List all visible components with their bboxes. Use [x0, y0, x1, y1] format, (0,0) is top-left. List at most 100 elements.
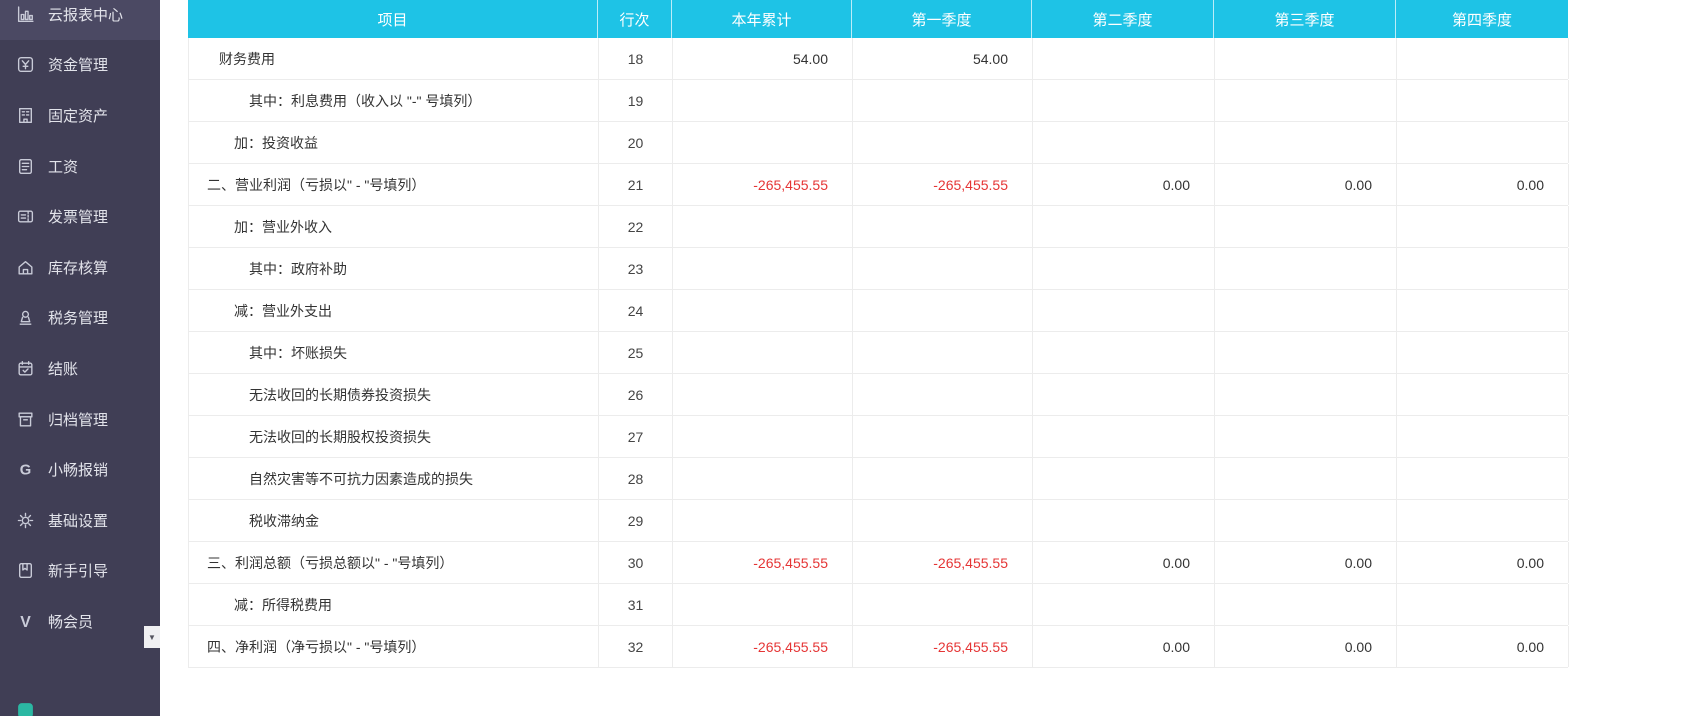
table-row[interactable]: 其中：坏账损失 25: [188, 332, 1569, 374]
value-cell: -265,455.55: [853, 164, 1033, 205]
table-row[interactable]: 三、利润总额（亏损总额以" - "号填列） 30 -265,455.55 -265,4…: [188, 542, 1569, 584]
table-header-row: 项目 行次 本年累计 第一季度 第二季度 第三季度 第四季度: [188, 0, 1568, 38]
sidebar-item-label: 云报表中心: [48, 6, 124, 24]
item-cell: 其中：政府补助: [189, 248, 599, 289]
report-chart-icon: [15, 4, 35, 24]
table-row[interactable]: 四、净利润（净亏损以" - "号填列） 32 -265,455.55 -265,455…: [188, 626, 1569, 668]
sidebar-item-label: 库存核算: [48, 259, 109, 277]
column-header: 行次: [598, 0, 672, 38]
value-cell: [1397, 332, 1569, 373]
table-row[interactable]: 加：营业外收入 22: [188, 206, 1569, 248]
value-cell: [1033, 458, 1215, 499]
sidebar-item-5[interactable]: 发票管理: [0, 191, 160, 242]
line-number-cell: 28: [599, 458, 673, 499]
value-cell: [1215, 80, 1397, 121]
value-cell: 0.00: [1397, 164, 1569, 205]
table-row[interactable]: 财务费用 18 54.00 54.00: [188, 38, 1569, 80]
salary-icon: [15, 156, 35, 176]
member-icon: V: [15, 611, 35, 631]
value-cell: [1215, 374, 1397, 415]
sidebar-item-label: 新手引导: [48, 563, 109, 581]
chevron-down-icon[interactable]: ▼: [144, 626, 160, 648]
value-cell: 0.00: [1033, 542, 1215, 583]
line-number-cell: 29: [599, 500, 673, 541]
value-cell: 0.00: [1397, 542, 1569, 583]
sidebar-item-12[interactable]: 新手引导: [0, 546, 160, 597]
value-cell: [1033, 122, 1215, 163]
value-cell: [1215, 458, 1397, 499]
value-cell: [853, 500, 1033, 541]
table-row[interactable]: 二、营业利润（亏损以" - "号填列） 21 -265,455.55 -265,455…: [188, 164, 1569, 206]
table-row[interactable]: 无法收回的长期债券投资损失 26: [188, 374, 1569, 416]
sidebar-item-13[interactable]: V 畅会员: [0, 596, 160, 647]
column-header: 第二季度: [1032, 0, 1214, 38]
svg-text:G: G: [19, 463, 31, 479]
table-row[interactable]: 减：所得税费用 31: [188, 584, 1569, 626]
line-number-cell: 32: [599, 626, 673, 667]
item-cell: 其中：利息费用（收入以 "-" 号填列）: [189, 80, 599, 121]
value-cell: [673, 332, 853, 373]
value-cell: [1033, 584, 1215, 625]
value-cell: [1215, 122, 1397, 163]
sidebar: 云报表中心资金管理 固定资产工资发票管理库存核算税务管理结账归档管理 G 小畅报销基础…: [0, 0, 160, 716]
sidebar-item-label: 基础设置: [48, 512, 109, 530]
value-cell: 0.00: [1033, 626, 1215, 667]
sidebar-item-10[interactable]: G 小畅报销: [0, 444, 160, 495]
table-row[interactable]: 自然灾害等不可抗力因素造成的损失 28: [188, 458, 1569, 500]
sidebar-item-4[interactable]: 工资: [0, 141, 160, 192]
line-number-cell: 31: [599, 584, 673, 625]
value-cell: 0.00: [1215, 164, 1397, 205]
sidebar-item-9[interactable]: 归档管理: [0, 394, 160, 445]
item-cell: 三、利润总额（亏损总额以" - "号填列）: [189, 542, 599, 583]
value-cell: [1397, 248, 1569, 289]
fixed-assets-icon: [15, 105, 35, 125]
line-number-cell: 27: [599, 416, 673, 457]
table-row[interactable]: 减：营业外支出 24: [188, 290, 1569, 332]
value-cell: [853, 584, 1033, 625]
value-cell: [1397, 374, 1569, 415]
value-cell: -265,455.55: [673, 164, 853, 205]
table-row[interactable]: 加：投资收益 20: [188, 122, 1569, 164]
value-cell: [1215, 416, 1397, 457]
sidebar-item-6[interactable]: 库存核算: [0, 242, 160, 293]
sidebar-item-3[interactable]: 固定资产: [0, 90, 160, 141]
value-cell: [673, 290, 853, 331]
settings-gear-icon: [15, 510, 35, 530]
sidebar-item-11[interactable]: 基础设置: [0, 495, 160, 546]
sidebar-item-7[interactable]: 税务管理: [0, 293, 160, 344]
value-cell: -265,455.55: [673, 542, 853, 583]
sidebar-item-label: 结账: [48, 360, 79, 378]
value-cell: [1397, 290, 1569, 331]
value-cell: 0.00: [1033, 164, 1215, 205]
sidebar-item-8[interactable]: 结账: [0, 343, 160, 394]
line-number-cell: 22: [599, 206, 673, 247]
line-number-cell: 21: [599, 164, 673, 205]
table-row[interactable]: 税收滞纳金 29: [188, 500, 1569, 542]
inventory-icon: [15, 257, 35, 277]
column-header: 第三季度: [1214, 0, 1396, 38]
sidebar-item-partial[interactable]: [0, 700, 160, 716]
line-number-cell: 26: [599, 374, 673, 415]
line-number-cell: 30: [599, 542, 673, 583]
value-cell: [853, 80, 1033, 121]
value-cell: [1033, 206, 1215, 247]
value-cell: [1033, 332, 1215, 373]
svg-text:V: V: [20, 614, 31, 631]
table-row[interactable]: 其中：利息费用（收入以 "-" 号填列） 19: [188, 80, 1569, 122]
sidebar-item-label: 税务管理: [48, 310, 109, 328]
sidebar-item-label: 工资: [48, 158, 79, 176]
table-row[interactable]: 其中：政府补助 23: [188, 248, 1569, 290]
reimburse-icon: G: [15, 460, 35, 480]
line-number-cell: 23: [599, 248, 673, 289]
value-cell: [1397, 80, 1569, 121]
line-number-cell: 20: [599, 122, 673, 163]
column-header: 第一季度: [852, 0, 1032, 38]
table-row[interactable]: 无法收回的长期股权投资损失 27: [188, 416, 1569, 458]
column-header: 项目: [188, 0, 598, 38]
sidebar-item-2[interactable]: 资金管理: [0, 40, 160, 91]
sidebar-item-1[interactable]: 云报表中心: [0, 0, 160, 40]
value-cell: [673, 122, 853, 163]
sidebar-menu: 云报表中心资金管理 固定资产工资发票管理库存核算税务管理结账归档管理 G 小畅报销基础…: [0, 0, 160, 647]
app-logo-icon: [15, 700, 35, 716]
value-cell: 0.00: [1215, 626, 1397, 667]
